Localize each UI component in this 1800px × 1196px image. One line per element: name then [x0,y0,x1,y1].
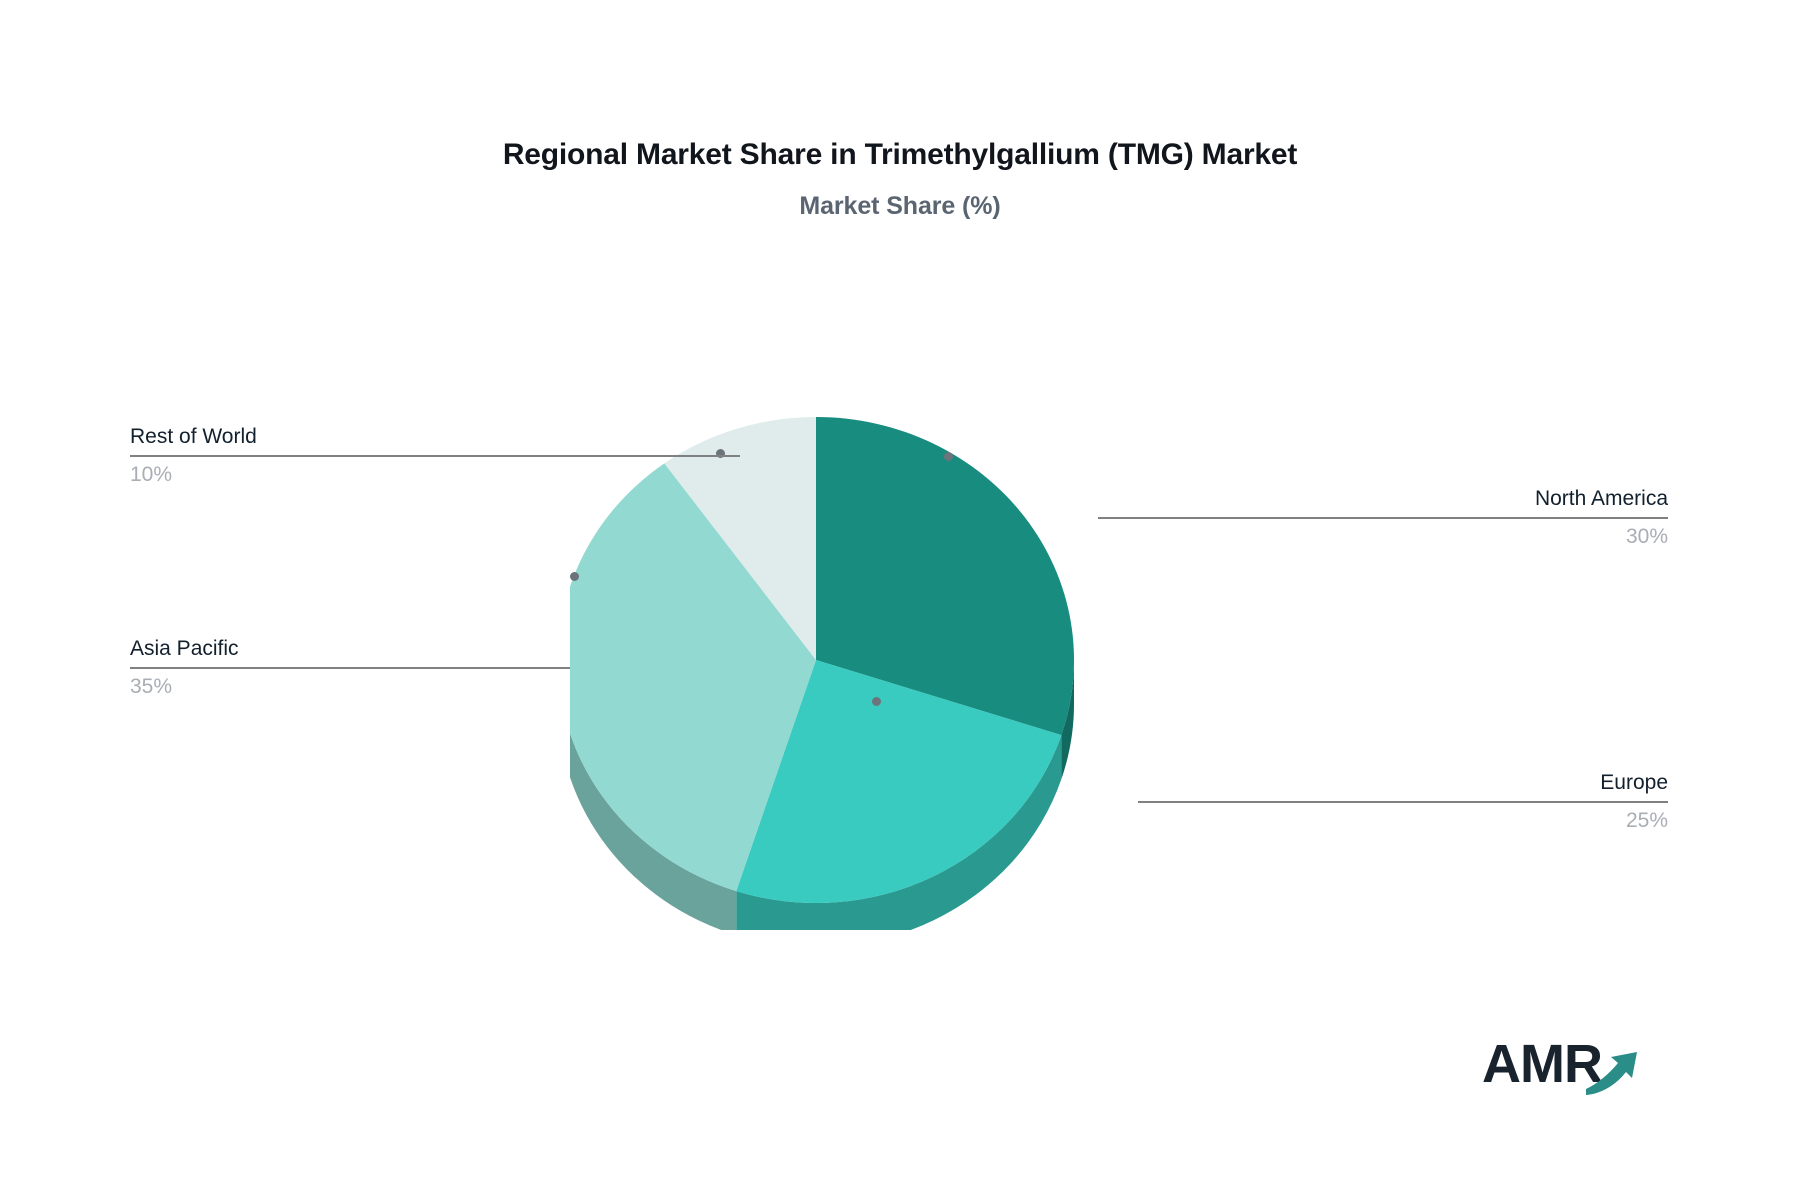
callout-value-europe: 25% [1625,809,1668,832]
callout-label-asia-pacific: Asia Pacific [130,637,239,660]
slice-rest-of-world [664,417,816,660]
callout-asia-pacific: Asia Pacific 35% [130,636,570,700]
amr-logo-svg: AMR [1482,1034,1637,1095]
callout-rest-of-world: Rest of World 10% [130,424,740,488]
callout-label-north-america: North America [1534,487,1668,510]
slice-europe [736,660,1062,903]
callout-leader-line-north-america [1098,517,1668,519]
amr-logo: AMR [1482,1032,1652,1100]
callout-leader-line-europe [1138,801,1668,803]
pie-svg [570,417,1074,930]
leader-dot-rest-of-world [716,449,725,458]
chart-subtitle: Market Share (%) [799,192,1001,220]
callout-label-rest-of-world: Rest of World [130,425,257,448]
slice-side-europe [736,735,1062,930]
slice-side-asia-pacific [570,733,737,930]
leader-dot-asia-pacific [570,572,579,581]
callout-leader-line-rest-of-world [130,455,740,457]
pie-top-layer [570,417,1074,903]
callout-value-asia-pacific: 35% [130,675,173,698]
slice-asia-pacific [570,463,816,892]
pie-depth-layer [570,660,1074,930]
callout-europe: Europe 25% [1138,770,1668,834]
leader-dot-north-america [944,452,953,461]
callout-label-europe: Europe [1600,771,1668,794]
amr-logo-text: AMR [1482,1034,1602,1094]
slice-north-america [816,417,1074,736]
pie-chart [570,360,1230,930]
slice-side-north-america [1061,660,1074,780]
callout-leader-line-asia-pacific [130,667,570,669]
callout-north-america: North America 30% [1098,486,1668,550]
callout-value-north-america: 30% [1625,525,1668,548]
callout-value-rest-of-world: 10% [130,463,173,486]
chart-title: Regional Market Share in Trimethylgalliu… [502,138,1298,171]
leader-dot-europe [872,697,881,706]
amr-arrow-icon [1586,1052,1637,1095]
